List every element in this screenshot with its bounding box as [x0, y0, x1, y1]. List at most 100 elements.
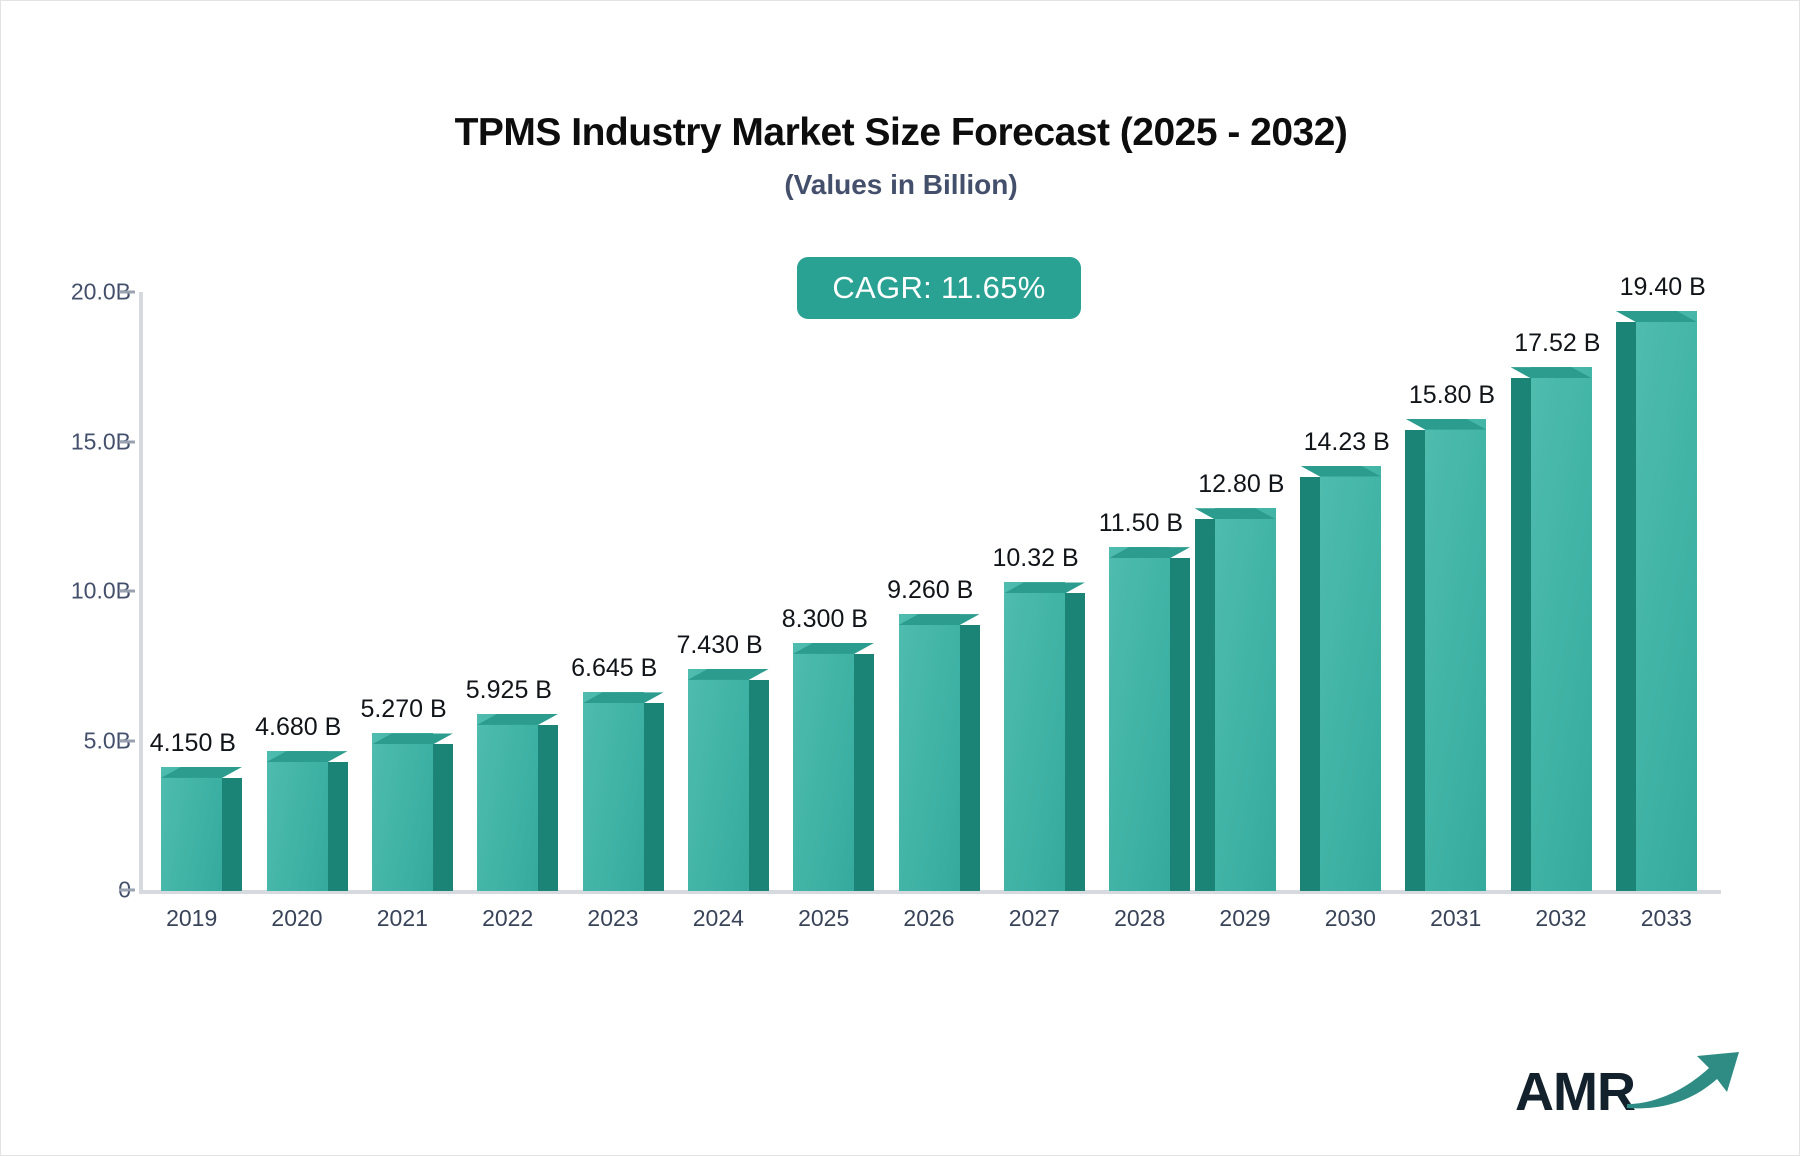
bar-value-label: 12.80 B — [1198, 470, 1285, 499]
bar-value-label: 19.40 B — [1619, 272, 1706, 301]
bar-side-face — [1510, 378, 1531, 891]
bar-top-face — [793, 642, 875, 654]
amr-logo-text: AMR — [1515, 1062, 1636, 1122]
bar: 7.430 B — [676, 631, 769, 891]
bar: 17.52 B — [1510, 329, 1600, 891]
y-tick-mark — [119, 888, 135, 892]
bar-top-face — [477, 713, 559, 725]
bar-side-face — [959, 625, 980, 891]
x-tick-label: 2029 — [1219, 905, 1271, 931]
bar-top-face — [1510, 367, 1592, 379]
bar-face — [371, 733, 433, 891]
bar-top-face — [582, 692, 664, 704]
bar-top-face — [1194, 508, 1276, 520]
y-tick-label: 20.0B — [70, 278, 131, 305]
x-tick-label: 2032 — [1535, 905, 1587, 931]
x-tick-label: 2030 — [1324, 905, 1376, 931]
y-tick-mark — [119, 739, 135, 742]
bar-value-label: 15.80 B — [1408, 380, 1496, 409]
bar-face — [582, 692, 644, 891]
bar-face — [477, 713, 539, 891]
bar-top-face — [371, 733, 453, 745]
bar-face — [1109, 547, 1171, 891]
cagr-badge: CAGR: 11.65% — [797, 257, 1081, 319]
y-tick-mark — [119, 290, 135, 294]
bar: 8.300 B — [782, 605, 875, 891]
bar: 14.23 B — [1299, 428, 1390, 891]
bar-value-label: 6.645 B — [571, 654, 658, 683]
bar-top-face — [266, 751, 348, 763]
bar-side-face — [1170, 558, 1191, 891]
bar-face — [1214, 508, 1276, 891]
x-tick-label: 2023 — [587, 905, 639, 931]
bar-value-label: 5.270 B — [360, 695, 447, 724]
x-tick-label: 2025 — [798, 905, 850, 931]
bar-top-face — [1109, 547, 1191, 559]
y-tick-label: 15.0B — [70, 428, 131, 454]
bar-face — [687, 668, 749, 891]
bar-side-face — [1405, 429, 1426, 891]
bar-side-face — [432, 744, 453, 891]
bar-value-label: 7.430 B — [676, 630, 763, 659]
bar-face — [266, 751, 328, 891]
bar: 6.645 B — [571, 654, 664, 891]
bar-side-face — [1615, 321, 1636, 891]
bar-top-face — [687, 668, 769, 680]
bar: 5.925 B — [466, 676, 559, 891]
bar-side-face — [1194, 519, 1215, 891]
plot-area: 4.150 B 4.680 B 5.270 B 5.925 B 6.645 B 7.430… — [139, 273, 1719, 891]
y-tick-label: 10.0B — [70, 577, 131, 604]
bar-value-label: 9.260 B — [887, 576, 974, 605]
y-tick-label: 5.0B — [83, 727, 131, 753]
bar: 10.32 B — [992, 544, 1085, 891]
bar-side-face — [327, 762, 348, 891]
bar-value-label: 11.50 B — [1098, 509, 1184, 538]
bar-face — [898, 614, 960, 891]
bar-value-label: 14.23 B — [1303, 427, 1390, 456]
x-tick-label: 2022 — [482, 905, 534, 931]
bar: 9.260 B — [887, 576, 980, 891]
x-tick-label: 2031 — [1430, 905, 1482, 931]
bar-face — [1319, 465, 1381, 891]
x-tick-label: 2020 — [271, 905, 323, 931]
bar: 19.40 B — [1615, 273, 1706, 891]
bar-value-label: 10.32 B — [992, 544, 1079, 573]
bar-value-label: 4.150 B — [149, 728, 236, 757]
bar-side-face — [538, 724, 559, 891]
bar-face — [1530, 367, 1592, 891]
bar-face — [1425, 418, 1487, 891]
x-tick-label: 2019 — [166, 905, 218, 931]
x-tick-label: 2024 — [692, 905, 744, 931]
chart-subtitle: (Values in Billion) — [784, 169, 1018, 200]
x-tick-label: 2033 — [1640, 905, 1692, 931]
y-tick-label: 0 — [1, 877, 131, 904]
bar-top-face — [1003, 582, 1085, 594]
bar: 5.270 B — [360, 695, 453, 891]
x-tick-label: 2021 — [376, 905, 428, 931]
chart-title: TPMS Industry Market Size Forecast (2025… — [454, 111, 1348, 154]
bar-side-face — [748, 679, 769, 891]
bar-value-label: 4.680 B — [255, 713, 342, 742]
growth-arrow-icon — [1623, 1048, 1745, 1115]
amr-logo: AMR — [1515, 1048, 1745, 1119]
y-tick-mark — [119, 440, 135, 443]
bar-side-face — [643, 703, 664, 891]
bar-face — [1003, 582, 1065, 891]
bar-side-face — [1299, 476, 1320, 891]
x-tick-label: 2026 — [903, 905, 955, 931]
bar-value-label: 17.52 B — [1514, 329, 1601, 358]
bar-top-face — [898, 614, 980, 626]
bar-side-face — [854, 653, 875, 891]
y-tick-mark — [119, 589, 135, 593]
x-tick-label: 2028 — [1114, 905, 1166, 931]
bar: 4.150 B — [150, 729, 243, 891]
bar-value-label: 8.300 B — [781, 604, 868, 633]
bar-face — [793, 642, 855, 891]
bar-top-face — [161, 766, 243, 778]
bar-top-face — [1615, 310, 1697, 322]
bar-face — [161, 766, 223, 891]
bar: 12.80 B — [1194, 470, 1284, 891]
bar-side-face — [222, 777, 243, 891]
bar-side-face — [1064, 593, 1085, 891]
